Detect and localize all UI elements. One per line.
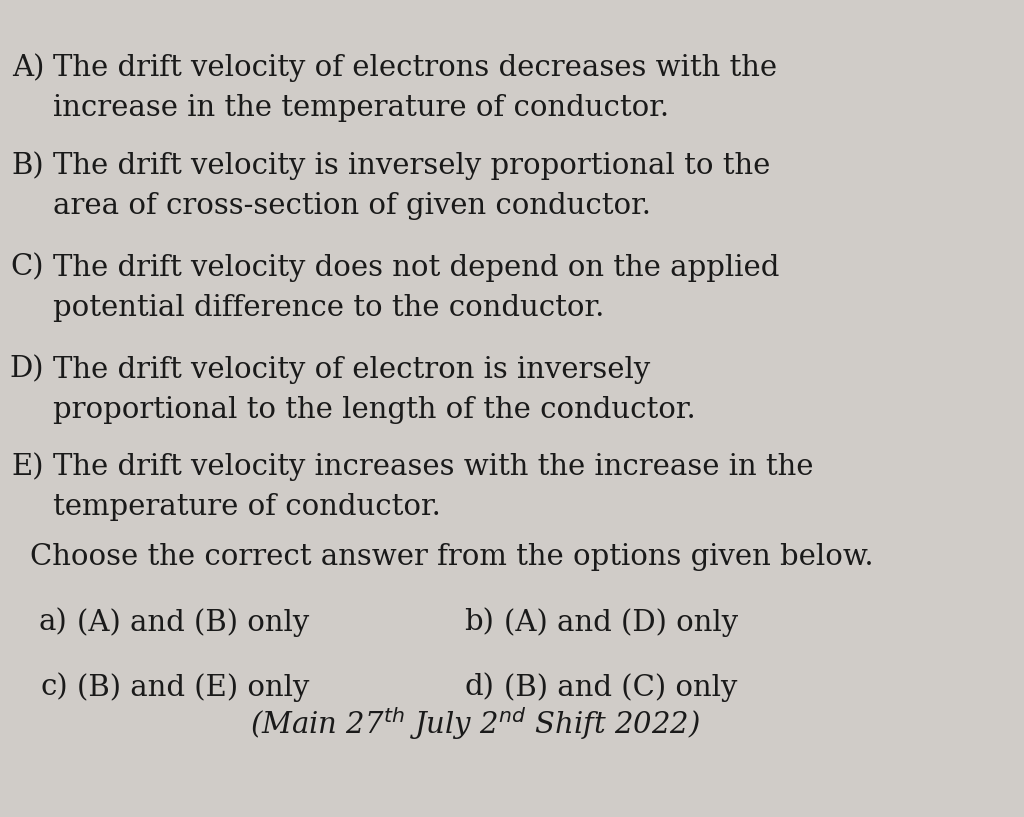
Text: a): a): [39, 608, 68, 636]
Text: (Main 27$^{th}$ July 2$^{nd}$ Shift 2022): (Main 27$^{th}$ July 2$^{nd}$ Shift 2022…: [250, 706, 700, 743]
Text: C): C): [10, 254, 44, 282]
Text: D): D): [9, 355, 44, 383]
Text: The drift velocity of electron is inversely
proportional to the length of the co: The drift velocity of electron is invers…: [53, 355, 696, 424]
Text: b): b): [464, 608, 494, 636]
Text: c): c): [40, 673, 68, 701]
Text: d): d): [464, 673, 494, 701]
Text: (A) and (D) only: (A) and (D) only: [504, 608, 737, 636]
Text: A): A): [11, 54, 44, 83]
Text: The drift velocity is inversely proportional to the
area of cross-section of giv: The drift velocity is inversely proporti…: [53, 152, 771, 220]
Text: (A) and (B) only: (A) and (B) only: [77, 608, 309, 636]
Text: The drift velocity increases with the increase in the
temperature of conductor.: The drift velocity increases with the in…: [53, 453, 814, 521]
Text: E): E): [11, 453, 44, 481]
Text: The drift velocity does not depend on the applied
potential difference to the co: The drift velocity does not depend on th…: [53, 254, 780, 322]
Text: (B) and (E) only: (B) and (E) only: [77, 673, 309, 702]
Text: The drift velocity of electrons decreases with the
increase in the temperature o: The drift velocity of electrons decrease…: [53, 54, 777, 123]
Text: Choose the correct answer from the options given below.: Choose the correct answer from the optio…: [30, 542, 873, 571]
Text: (B) and (C) only: (B) and (C) only: [504, 673, 737, 702]
Text: B): B): [11, 152, 44, 180]
